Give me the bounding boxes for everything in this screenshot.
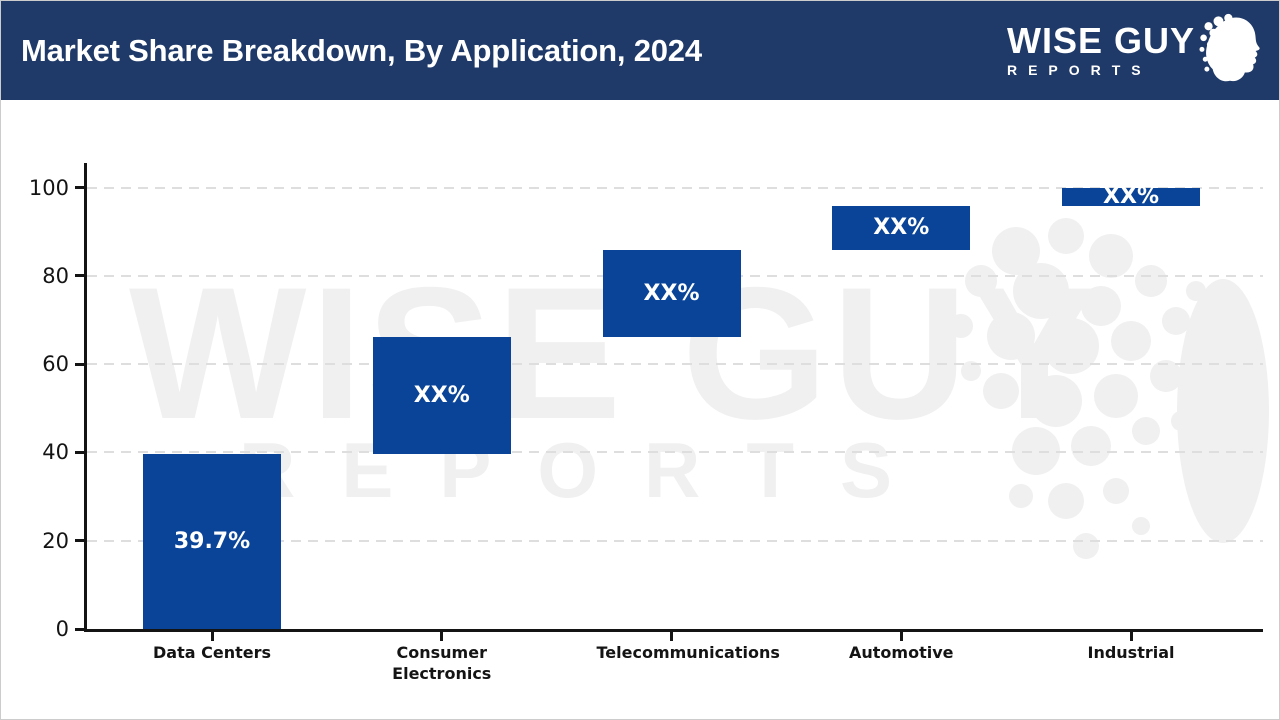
- x-axis-tick: [440, 632, 444, 641]
- bar: 39.7%: [143, 453, 281, 629]
- y-tick-label: 40: [42, 440, 69, 465]
- bar-label: XX%: [413, 382, 470, 408]
- y-axis-tick: [75, 539, 85, 543]
- x-axis-tick: [899, 632, 903, 641]
- x-axis-tick: [210, 632, 214, 641]
- page-title: Market Share Breakdown, By Application, …: [21, 32, 702, 68]
- bar: XX%: [602, 250, 741, 338]
- gridline: [87, 451, 1263, 454]
- y-tick-label: 80: [42, 263, 69, 288]
- x-tick-label: Consumer Electronics: [392, 643, 492, 683]
- y-tick-label: 60: [42, 352, 69, 377]
- y-axis-line: [84, 163, 87, 632]
- bar: XX%: [1062, 184, 1200, 209]
- bar-label: 39.7%: [173, 528, 251, 554]
- logo-head-icon: [1199, 13, 1260, 81]
- x-axis-tick: [670, 632, 673, 641]
- y-tick-label: 20: [42, 528, 69, 553]
- gridline: [87, 539, 1263, 542]
- header: Market Share Breakdown, By Application, …: [1, 1, 1279, 100]
- watermark-head-icon: [949, 218, 1269, 559]
- y-axis-tick: [75, 362, 85, 366]
- gridline: [87, 363, 1263, 366]
- x-axis-tick: [1129, 632, 1133, 641]
- x-tick-label: Data Centers: [153, 643, 271, 662]
- y-tick-label: 100: [28, 175, 69, 200]
- bar-label: XX%: [873, 215, 930, 241]
- wiseguy-logo: WISE GUY REPORTS: [1007, 10, 1263, 92]
- y-axis-tick: [75, 450, 85, 454]
- bar: XX%: [372, 337, 511, 454]
- logo-subtext: REPORTS: [1006, 62, 1152, 78]
- bar-label: XX%: [1103, 184, 1159, 210]
- watermark-subtext: REPORTS: [239, 426, 939, 514]
- x-tick-label: Industrial: [1087, 643, 1175, 662]
- gridline: [87, 186, 1263, 189]
- y-axis-tick: [75, 186, 85, 189]
- logo-wordmark: WISE GUY: [1006, 20, 1195, 61]
- x-axis-line: [84, 629, 1263, 632]
- y-tick-label: 0: [55, 617, 69, 641]
- bar: XX%: [832, 205, 971, 251]
- y-axis-tick: [75, 627, 85, 631]
- logo-text: WISE GUY REPORTS: [1006, 20, 1195, 79]
- x-tick-label: Automotive: [849, 643, 954, 662]
- x-tick-label: Telecommunications: [596, 643, 780, 662]
- y-axis-tick: [75, 274, 85, 278]
- bar-label: XX%: [643, 281, 700, 307]
